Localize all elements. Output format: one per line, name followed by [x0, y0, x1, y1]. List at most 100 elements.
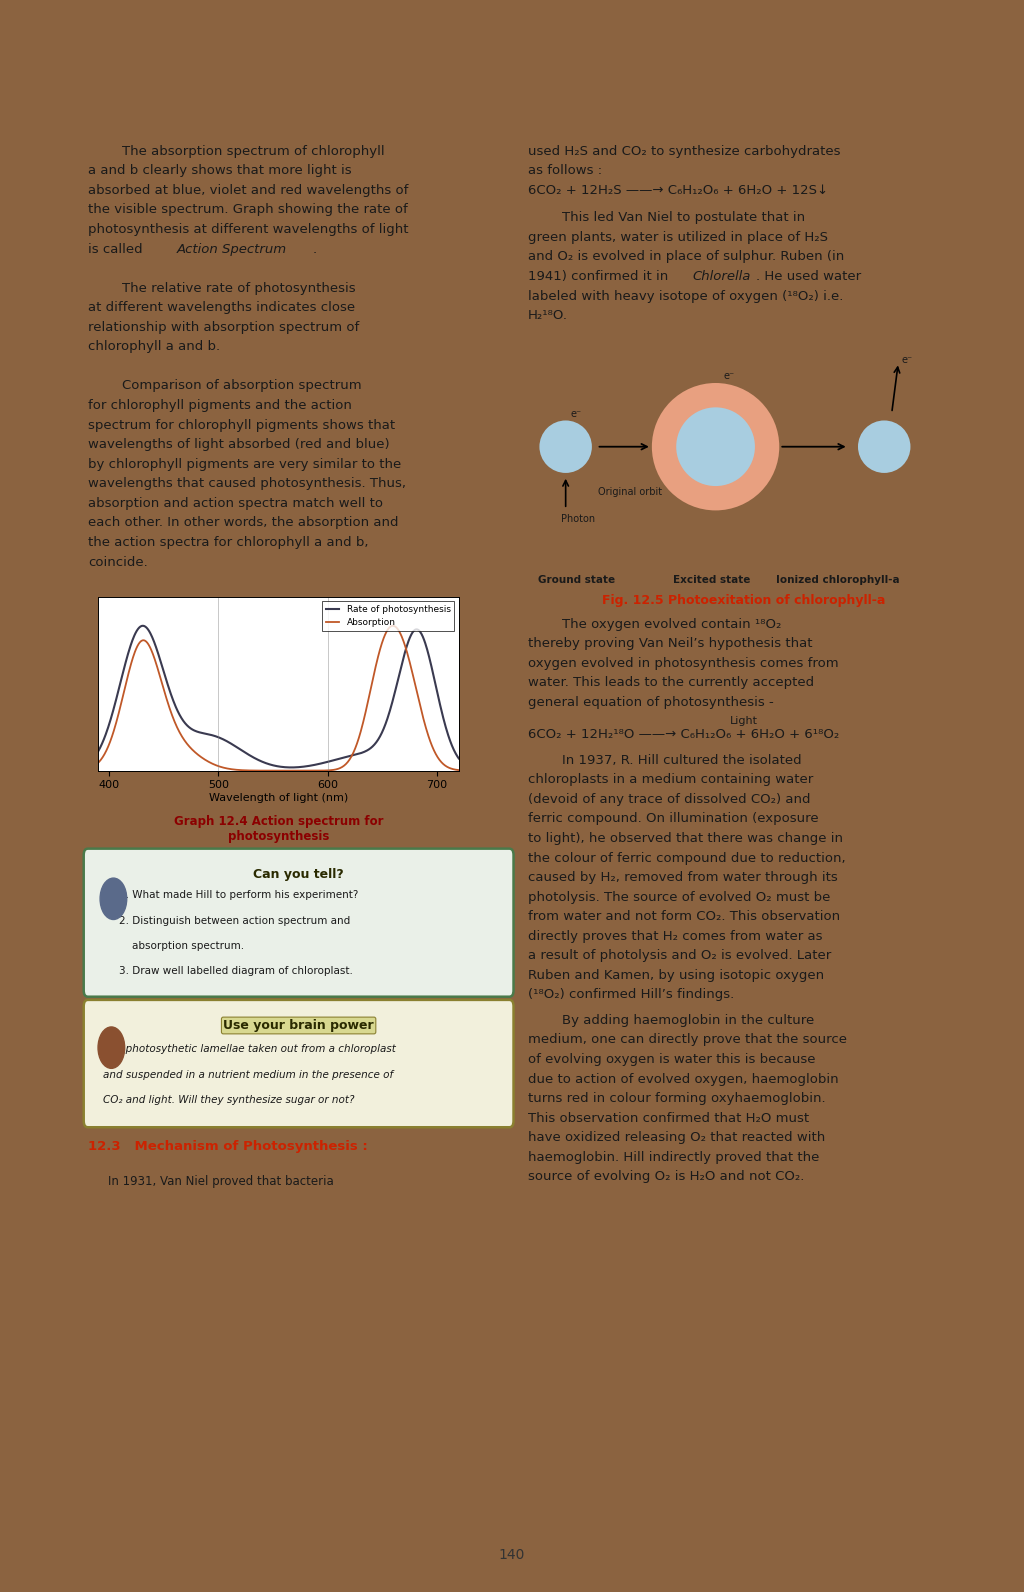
Text: at different wavelengths indicates close: at different wavelengths indicates close — [88, 301, 355, 314]
Text: Photon: Photon — [561, 514, 595, 524]
Text: 1. What made Hill to perform his experiment?: 1. What made Hill to perform his experim… — [119, 890, 358, 899]
Text: and O₂ is evolved in place of sulphur. Ruben (in: and O₂ is evolved in place of sulphur. R… — [528, 250, 845, 263]
Text: CHL⁺: CHL⁺ — [870, 438, 898, 447]
Text: from water and not form CO₂. This observation: from water and not form CO₂. This observ… — [528, 911, 841, 923]
Text: used H₂S and CO₂ to synthesize carbohydrates: used H₂S and CO₂ to synthesize carbohydr… — [528, 145, 841, 158]
Text: general equation of photosynthesis -: general equation of photosynthesis - — [528, 696, 774, 708]
Absorption — [81, 759, 93, 778]
Text: 140: 140 — [499, 1549, 525, 1562]
Text: directly proves that H₂ comes from water as: directly proves that H₂ comes from water… — [528, 930, 822, 942]
Absorption — [249, 761, 261, 780]
Text: relationship with absorption spectrum of: relationship with absorption spectrum of — [88, 322, 359, 334]
Text: (devoid of any trace of dissolved CO₂) and: (devoid of any trace of dissolved CO₂) a… — [528, 793, 811, 806]
Rate of photosynthesis — [81, 755, 93, 774]
Absorption — [176, 728, 188, 747]
Text: the colour of ferric compound due to reduction,: the colour of ferric compound due to red… — [528, 852, 846, 864]
Text: Ruben and Kamen, by using isotopic oxygen: Ruben and Kamen, by using isotopic oxyge… — [528, 970, 824, 982]
Text: The absorption spectrum of chlorophyll: The absorption spectrum of chlorophyll — [88, 145, 384, 158]
Text: a and b clearly shows that more light is: a and b clearly shows that more light is — [88, 164, 351, 177]
Text: CHL: CHL — [705, 433, 727, 443]
Text: the visible spectrum. Graph showing the rate of: the visible spectrum. Graph showing the … — [88, 204, 408, 217]
Text: wavelengths of light absorbed (red and blue): wavelengths of light absorbed (red and b… — [88, 438, 389, 451]
X-axis label: Wavelength of light (nm): Wavelength of light (nm) — [209, 793, 348, 802]
Text: caused by H₂, removed from water through its: caused by H₂, removed from water through… — [528, 871, 838, 884]
Text: e⁻: e⁻ — [570, 409, 582, 419]
Line: Absorption: Absorption — [87, 626, 459, 771]
Text: (¹⁸O₂) confirmed Hill’s findings.: (¹⁸O₂) confirmed Hill’s findings. — [528, 989, 734, 1001]
Absorption — [330, 759, 342, 778]
Text: Action Spectrum: Action Spectrum — [177, 242, 287, 256]
Text: oxygen evolved in photosynthesis comes from: oxygen evolved in photosynthesis comes f… — [528, 657, 839, 670]
Text: Graph 12.4 Action spectrum for
photosynthesis: Graph 12.4 Action spectrum for photosynt… — [174, 815, 383, 844]
Absorption — [301, 761, 313, 780]
Text: . He used water: . He used water — [756, 271, 861, 283]
Text: 6CO₂ + 12H₂¹⁸O ——→ C₆H₁₂O₆ + 6H₂O + 6¹⁸O₂: 6CO₂ + 12H₂¹⁸O ——→ C₆H₁₂O₆ + 6H₂O + 6¹⁸O… — [528, 728, 840, 742]
Text: e⁻: e⁻ — [723, 371, 734, 382]
Text: a result of photolysis and O₂ is evolved. Later: a result of photolysis and O₂ is evolved… — [528, 949, 831, 962]
Text: Can you tell?: Can you tell? — [253, 868, 344, 880]
Text: CHL: CHL — [554, 438, 578, 447]
Text: 6CO₂ + 12H₂S ——→ C₆H₁₂O₆ + 6H₂O + 12S↓: 6CO₂ + 12H₂S ——→ C₆H₁₂O₆ + 6H₂O + 12S↓ — [528, 185, 828, 197]
Text: 1941) confirmed it in: 1941) confirmed it in — [528, 271, 673, 283]
Text: The photosythetic lamellae taken out from a chloroplast: The photosythetic lamellae taken out fro… — [103, 1044, 396, 1054]
Text: Chlorella: Chlorella — [692, 271, 751, 283]
Rate of photosynthesis — [285, 758, 297, 777]
Absorption — [453, 761, 465, 780]
Text: The oxygen evolved contain ¹⁸O₂: The oxygen evolved contain ¹⁸O₂ — [528, 618, 781, 630]
Text: Ionized chlorophyll-a: Ionized chlorophyll-a — [776, 575, 900, 584]
Text: of evolving oxygen is water this is because: of evolving oxygen is water this is beca… — [528, 1052, 816, 1067]
Text: CO₂ and light. Will they synthesize sugar or not?: CO₂ and light. Will they synthesize suga… — [103, 1095, 354, 1105]
Rate of photosynthesis — [177, 712, 189, 731]
Text: Fig. 12.5 Photoexitation of chlorophyll-a: Fig. 12.5 Photoexitation of chlorophyll-… — [602, 594, 886, 607]
Rate of photosynthesis — [453, 748, 465, 767]
Rate of photosynthesis — [147, 630, 160, 650]
Absorption — [387, 616, 399, 635]
Text: In 1937, R. Hill cultured the isolated: In 1937, R. Hill cultured the isolated — [528, 753, 802, 767]
Text: turns red in colour forming oxyhaemoglobin.: turns red in colour forming oxyhaemoglob… — [528, 1092, 825, 1105]
Ellipse shape — [858, 420, 910, 473]
Text: for chlorophyll pigments and the action: for chlorophyll pigments and the action — [88, 400, 351, 412]
Text: absorbed at blue, violet and red wavelengths of: absorbed at blue, violet and red wavelen… — [88, 185, 409, 197]
Text: e⁻: e⁻ — [901, 355, 912, 365]
Absorption — [361, 694, 374, 713]
Text: haemoglobin. Hill indirectly proved that the: haemoglobin. Hill indirectly proved that… — [528, 1151, 819, 1164]
Rate of photosynthesis — [250, 750, 262, 769]
Rate of photosynthesis — [301, 756, 313, 775]
Text: coincide.: coincide. — [88, 556, 147, 568]
Absorption — [291, 761, 303, 780]
Text: Excited state: Excited state — [674, 575, 751, 584]
Text: Use your brain power: Use your brain power — [223, 1019, 374, 1032]
Text: by chlorophyll pigments are very similar to the: by chlorophyll pigments are very similar… — [88, 458, 401, 471]
Rate of photosynthesis — [331, 750, 343, 769]
Text: Ground state: Ground state — [538, 575, 614, 584]
Text: H₂¹⁸O.: H₂¹⁸O. — [528, 309, 568, 322]
Text: Light: Light — [730, 715, 758, 726]
Text: absorption and action spectra match well to: absorption and action spectra match well… — [88, 497, 383, 509]
Absorption — [146, 645, 159, 664]
Text: Comparison of absorption spectrum: Comparison of absorption spectrum — [88, 379, 361, 393]
Text: This led Van Niel to postulate that in: This led Van Niel to postulate that in — [528, 212, 805, 224]
Text: green plants, water is utilized in place of H₂S: green plants, water is utilized in place… — [528, 231, 828, 244]
Text: This observation confirmed that H₂O must: This observation confirmed that H₂O must — [528, 1111, 809, 1124]
Text: chlorophyll a and b.: chlorophyll a and b. — [88, 341, 220, 353]
Text: water. This leads to the currently accepted: water. This leads to the currently accep… — [528, 677, 814, 689]
Text: spectrum for chlorophyll pigments shows that: spectrum for chlorophyll pigments shows … — [88, 419, 395, 431]
Text: each other. In other words, the absorption and: each other. In other words, the absorpti… — [88, 516, 398, 530]
Text: The relative rate of photosynthesis: The relative rate of photosynthesis — [88, 282, 355, 295]
Text: By adding haemoglobin in the culture: By adding haemoglobin in the culture — [528, 1014, 814, 1027]
Rate of photosynthesis — [362, 740, 375, 759]
Ellipse shape — [676, 408, 755, 486]
Text: ferric compound. On illumination (exposure: ferric compound. On illumination (exposu… — [528, 812, 819, 825]
Text: medium, one can directly prove that the source: medium, one can directly prove that the … — [528, 1033, 847, 1046]
Rate of photosynthesis — [137, 616, 150, 635]
Text: and suspended in a nutrient medium in the presence of: and suspended in a nutrient medium in th… — [103, 1070, 393, 1079]
Text: 3. Draw well labelled diagram of chloroplast.: 3. Draw well labelled diagram of chlorop… — [119, 966, 352, 976]
Ellipse shape — [652, 384, 779, 511]
Text: .: . — [312, 242, 316, 256]
Legend: Rate of photosynthesis, Absorption: Rate of photosynthesis, Absorption — [323, 602, 455, 630]
Line: Rate of photosynthesis: Rate of photosynthesis — [87, 626, 459, 767]
Text: photosynthesis at different wavelengths of light: photosynthesis at different wavelengths … — [88, 223, 409, 236]
Text: labeled with heavy isotope of oxygen (¹⁸O₂) i.e.: labeled with heavy isotope of oxygen (¹⁸… — [528, 290, 844, 302]
Text: source of evolving O₂ is H₂O and not CO₂.: source of evolving O₂ is H₂O and not CO₂… — [528, 1170, 805, 1183]
Text: In 1931, Van Niel proved that bacteria: In 1931, Van Niel proved that bacteria — [109, 1175, 334, 1188]
